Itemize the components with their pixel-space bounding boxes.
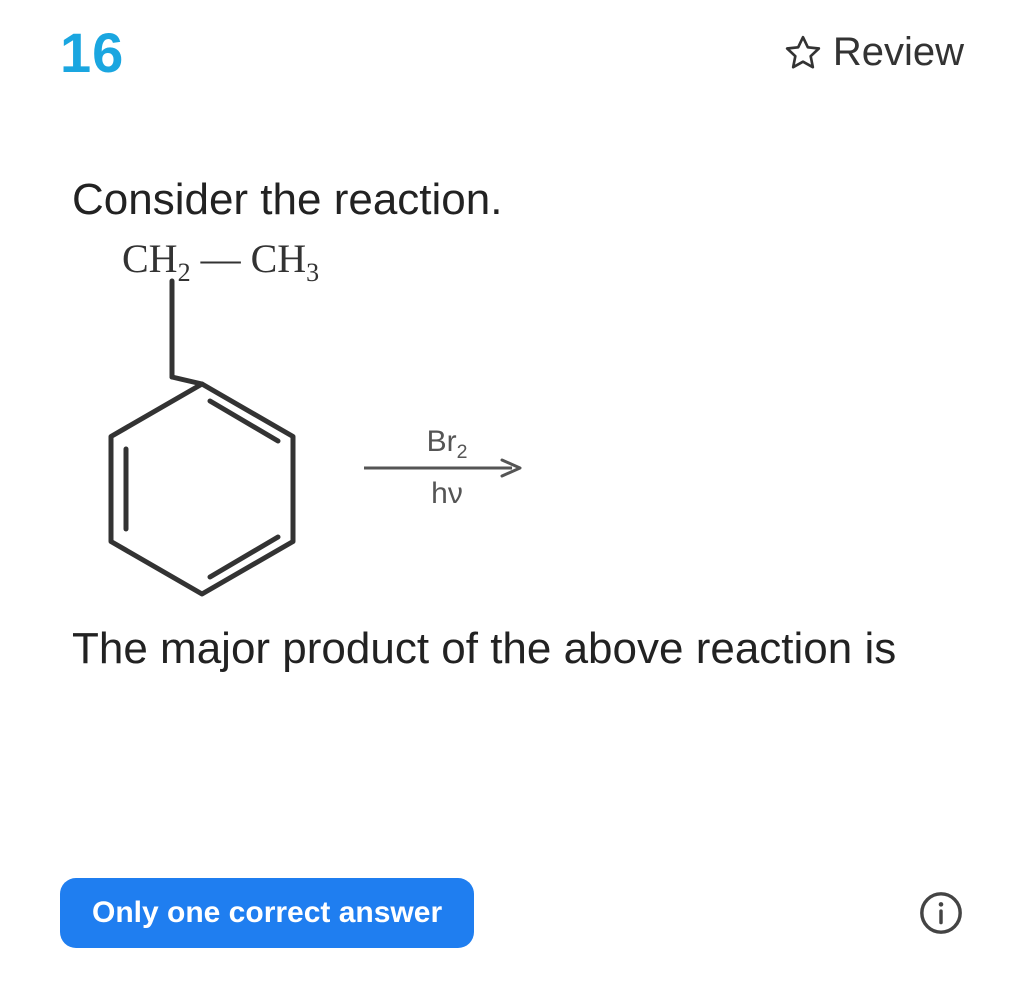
arrow-icon <box>362 458 532 478</box>
answer-type-badge[interactable]: Only one correct answer <box>60 878 474 948</box>
reagent-bottom: hν <box>431 477 463 511</box>
reaction-arrow: Br2 hν <box>362 463 532 473</box>
question-page: 16 Review Consider the reaction. CH2 — C… <box>0 0 1024 988</box>
review-label: Review <box>833 30 964 75</box>
footer-row: Only one correct answer <box>60 878 964 948</box>
question-outro: The major product of the above reaction … <box>72 615 964 683</box>
benzene-ring-svg <box>82 269 342 609</box>
question-intro: Consider the reaction. <box>72 175 964 225</box>
review-toggle[interactable]: Review <box>783 30 964 75</box>
question-body: Consider the reaction. CH2 — CH3 <box>60 175 964 683</box>
star-icon <box>783 33 823 73</box>
reaction-diagram: CH2 — CH3 <box>82 235 782 605</box>
info-icon[interactable] <box>918 890 964 936</box>
header-row: 16 Review <box>60 20 964 85</box>
question-number: 16 <box>60 20 124 85</box>
reagent-top-text: Br <box>427 425 457 458</box>
